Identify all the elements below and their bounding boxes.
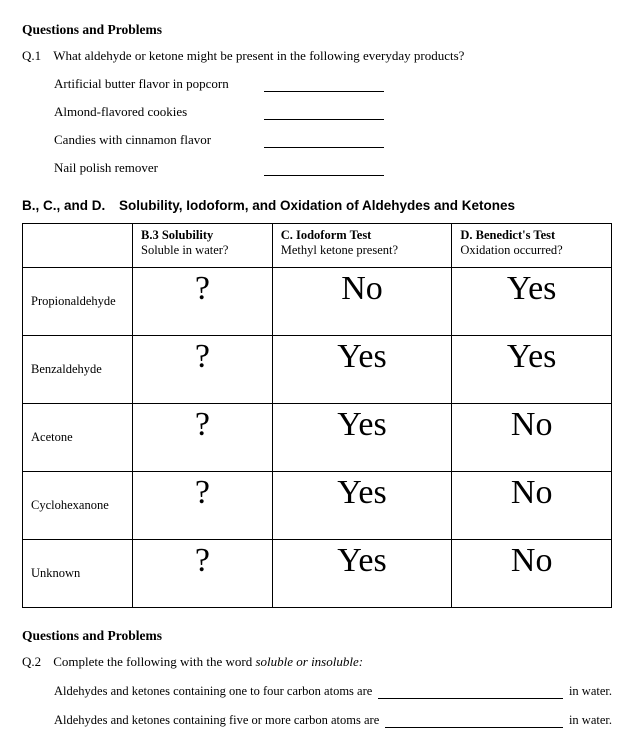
handwritten-answer: Yes — [337, 542, 386, 579]
handwritten-answer: Yes — [337, 474, 386, 511]
cell-iodoform: Yes — [272, 336, 452, 404]
col-sub: Soluble in water? — [141, 243, 228, 257]
q2-line: Q.2 Complete the following with the word… — [22, 654, 612, 670]
cell-solubility: ? — [133, 472, 273, 540]
handwritten-answer: Yes — [507, 270, 556, 307]
q1-item-row: Candies with cinnamon flavor — [54, 132, 612, 148]
q1-item-label: Candies with cinnamon flavor — [54, 132, 264, 148]
q2-text: Complete the following with the word sol… — [53, 654, 363, 670]
handwritten-answer: No — [511, 542, 553, 579]
q1-item-label: Nail polish remover — [54, 160, 264, 176]
section-heading-2: Questions and Problems — [22, 628, 612, 644]
col-label: B.3 Solubility — [141, 228, 213, 242]
section-title: Solubility, Iodoform, and Oxidation of A… — [119, 198, 515, 213]
table-row: Acetone ? Yes No — [23, 404, 612, 472]
cell-solubility: ? — [133, 268, 273, 336]
row-name: Acetone — [23, 404, 133, 472]
q2-post-text: in water. — [569, 684, 612, 699]
cell-benedicts: No — [452, 404, 612, 472]
q1-number: Q.1 — [22, 48, 50, 64]
table-row: Unknown ? Yes No — [23, 540, 612, 608]
row-name: Benzaldehyde — [23, 336, 133, 404]
cell-benedicts: Yes — [452, 268, 612, 336]
table-row: Benzaldehyde ? Yes Yes — [23, 336, 612, 404]
answer-blank[interactable] — [264, 162, 384, 176]
handwritten-answer: Yes — [337, 338, 386, 375]
section-heading-1: Questions and Problems — [22, 22, 612, 38]
section-prefix: B., C., and D. — [22, 198, 105, 213]
handwritten-answer: No — [511, 474, 553, 511]
col-header-benedicts: D. Benedict's Test Oxidation occurred? — [452, 224, 612, 268]
answer-blank[interactable] — [264, 106, 384, 120]
handwritten-answer: No — [341, 270, 383, 307]
handwritten-answer: ? — [195, 270, 210, 307]
results-table: B.3 Solubility Soluble in water? C. Iodo… — [22, 223, 612, 608]
cell-solubility: ? — [133, 404, 273, 472]
answer-blank[interactable] — [264, 78, 384, 92]
col-header-solubility: B.3 Solubility Soluble in water? — [133, 224, 273, 268]
table-row: Cyclohexanone ? Yes No — [23, 472, 612, 540]
handwritten-answer: No — [511, 406, 553, 443]
q2-lead: Complete the following with the word — [53, 654, 255, 669]
cell-iodoform: Yes — [272, 540, 452, 608]
q1-item-row: Almond-flavored cookies — [54, 104, 612, 120]
q2-number: Q.2 — [22, 654, 50, 670]
col-label: D. Benedict's Test — [460, 228, 555, 242]
q2-pre-text: Aldehydes and ketones containing five or… — [54, 713, 379, 728]
q1-item-label: Artificial butter flavor in popcorn — [54, 76, 264, 92]
col-sub: Methyl ketone present? — [281, 243, 398, 257]
col-sub: Oxidation occurred? — [460, 243, 562, 257]
q2-italic: soluble or insoluble: — [255, 654, 363, 669]
cell-solubility: ? — [133, 336, 273, 404]
table-row: Propionaldehyde ? No Yes — [23, 268, 612, 336]
handwritten-answer: Yes — [337, 406, 386, 443]
cell-benedicts: Yes — [452, 336, 612, 404]
q2-pre-text: Aldehydes and ketones containing one to … — [54, 684, 372, 699]
row-name: Propionaldehyde — [23, 268, 133, 336]
q2-fill-row: Aldehydes and ketones containing five or… — [54, 713, 612, 728]
row-name: Cyclohexanone — [23, 472, 133, 540]
cell-solubility: ? — [133, 540, 273, 608]
answer-blank[interactable] — [378, 686, 563, 699]
q1-item-row: Nail polish remover — [54, 160, 612, 176]
row-name: Unknown — [23, 540, 133, 608]
cell-benedicts: No — [452, 540, 612, 608]
table-corner-cell — [23, 224, 133, 268]
handwritten-answer: ? — [195, 406, 210, 443]
handwritten-answer: ? — [195, 542, 210, 579]
handwritten-answer: ? — [195, 474, 210, 511]
answer-blank[interactable] — [264, 134, 384, 148]
cell-benedicts: No — [452, 472, 612, 540]
col-label: C. Iodoform Test — [281, 228, 372, 242]
q2-fill-row: Aldehydes and ketones containing one to … — [54, 684, 612, 699]
col-header-iodoform: C. Iodoform Test Methyl ketone present? — [272, 224, 452, 268]
handwritten-answer: ? — [195, 338, 210, 375]
table-header-row: B.3 Solubility Soluble in water? C. Iodo… — [23, 224, 612, 268]
answer-blank[interactable] — [385, 715, 563, 728]
q1-text: What aldehyde or ketone might be present… — [53, 48, 464, 64]
q1-line: Q.1 What aldehyde or ketone might be pre… — [22, 48, 612, 64]
q2-post-text: in water. — [569, 713, 612, 728]
q1-item-label: Almond-flavored cookies — [54, 104, 264, 120]
cell-iodoform: No — [272, 268, 452, 336]
handwritten-answer: Yes — [507, 338, 556, 375]
cell-iodoform: Yes — [272, 472, 452, 540]
q1-item-row: Artificial butter flavor in popcorn — [54, 76, 612, 92]
section-heading-bcd: B., C., and D. Solubility, Iodoform, and… — [22, 198, 612, 213]
cell-iodoform: Yes — [272, 404, 452, 472]
